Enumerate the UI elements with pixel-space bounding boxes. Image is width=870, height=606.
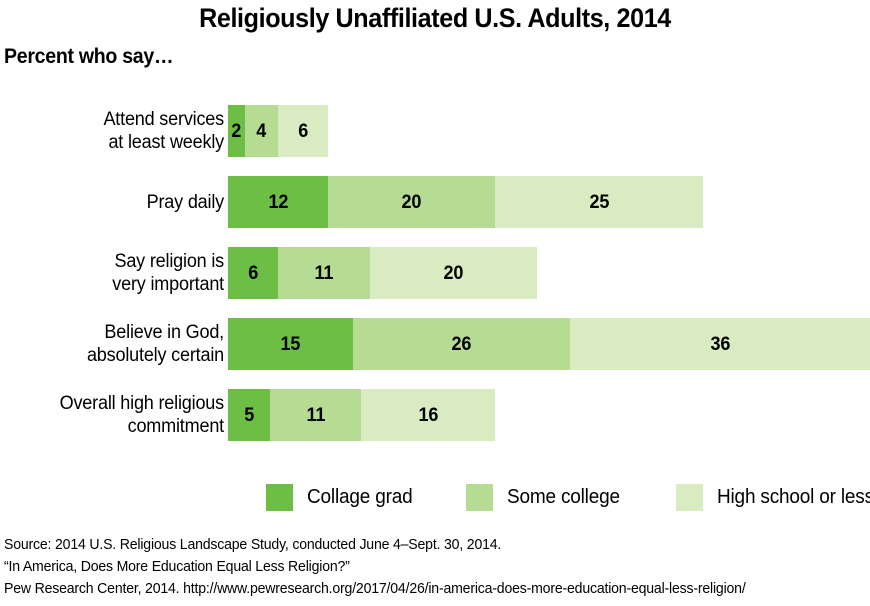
stacked-bar: 15 26 36 [228,318,870,370]
bar-segment: 15 [228,318,354,370]
legend-label: Some college [507,486,620,508]
source-line-3: Pew Research Center, 2014. http://www.pe… [4,580,746,597]
legend-item[interactable]: Some college [466,481,626,513]
bar-segment: 2 [228,105,245,157]
legend-item[interactable]: Collage grad [266,481,418,513]
bar-segment: 6 [278,105,329,157]
bar-row-label: Overall high religious commitment [59,393,225,437]
stacked-bar: 6 11 20 [228,247,537,299]
bar-segment: 5 [228,389,270,441]
bar-segment-value: 36 [710,333,730,355]
bar-row-label: Believe in God, absolutely certain [86,322,224,366]
bar-segment: 4 [244,105,279,157]
bar-segment: 6 [228,247,279,299]
bar-segment-value: 16 [418,404,438,426]
bar-segment-value: 6 [298,120,308,142]
bar-segment-value: 25 [589,191,609,213]
bar-segment-value: 11 [306,404,325,426]
bar-segment-value: 11 [314,262,334,284]
bar-segment-value: 4 [256,120,267,142]
page-subtitle: Percent who say… [4,45,174,68]
bar-segment-value: 2 [231,120,242,142]
bar-row-label: Say religion is very important [112,251,224,295]
source-line-1: Source: 2014 U.S. Religious Landscape St… [4,536,502,553]
bar-row-label: Pray daily [146,191,225,213]
chart-legend: Collage grad Some college High school or l… [0,481,870,513]
source-footnote: Source: 2014 U.S. Religious Landscape St… [4,534,868,600]
legend-swatch-icon [676,483,703,511]
chart-plot-area: Attend services at least weekly 2 4 6 Pray d… [0,105,870,470]
bar-row: Attend services at least weekly 2 4 6 [0,105,870,157]
bar-segment-value: 6 [248,262,258,284]
bar-segment: 20 [328,176,495,228]
bar-segment: 12 [228,176,329,228]
bar-segment: 26 [353,318,570,370]
bar-segment-value: 20 [401,191,422,213]
legend-label: High school or less [717,486,870,508]
bar-segment-value: 5 [243,404,254,426]
legend-swatch-icon [266,483,293,511]
bar-row: Overall high religious commitment 5 11 16 [0,389,870,441]
bar-segment-value: 20 [443,262,464,284]
bar-row: Pray daily 12 20 25 [0,176,870,228]
bar-segment: 20 [369,247,537,299]
bar-segment: 16 [361,389,495,441]
bar-row: Say religion is very important 6 11 20 [0,247,870,299]
bar-segment-value: 12 [268,191,288,213]
page-title: Religiously Unaffiliated U.S. Adults, 20… [199,3,671,33]
bar-segment-value: 15 [280,333,301,355]
legend-label: Collage grad [307,486,413,508]
source-line-2: “In America, Does More Education Equal L… [4,558,350,575]
bar-segment: 25 [494,176,704,228]
bar-row-label: Attend services at least weekly [103,109,224,153]
legend-swatch-icon [466,483,493,511]
bar-segment: 36 [569,318,870,370]
stacked-bar: 12 20 25 [228,176,704,228]
stacked-bar: 5 11 16 [228,389,495,441]
bar-row: Believe in God, absolutely certain 15 26 36 [0,318,870,370]
bar-segment: 11 [278,247,370,299]
bar-segment: 11 [269,389,362,441]
legend-item[interactable]: High school or less [676,481,870,513]
bar-segment-value: 26 [451,333,472,355]
